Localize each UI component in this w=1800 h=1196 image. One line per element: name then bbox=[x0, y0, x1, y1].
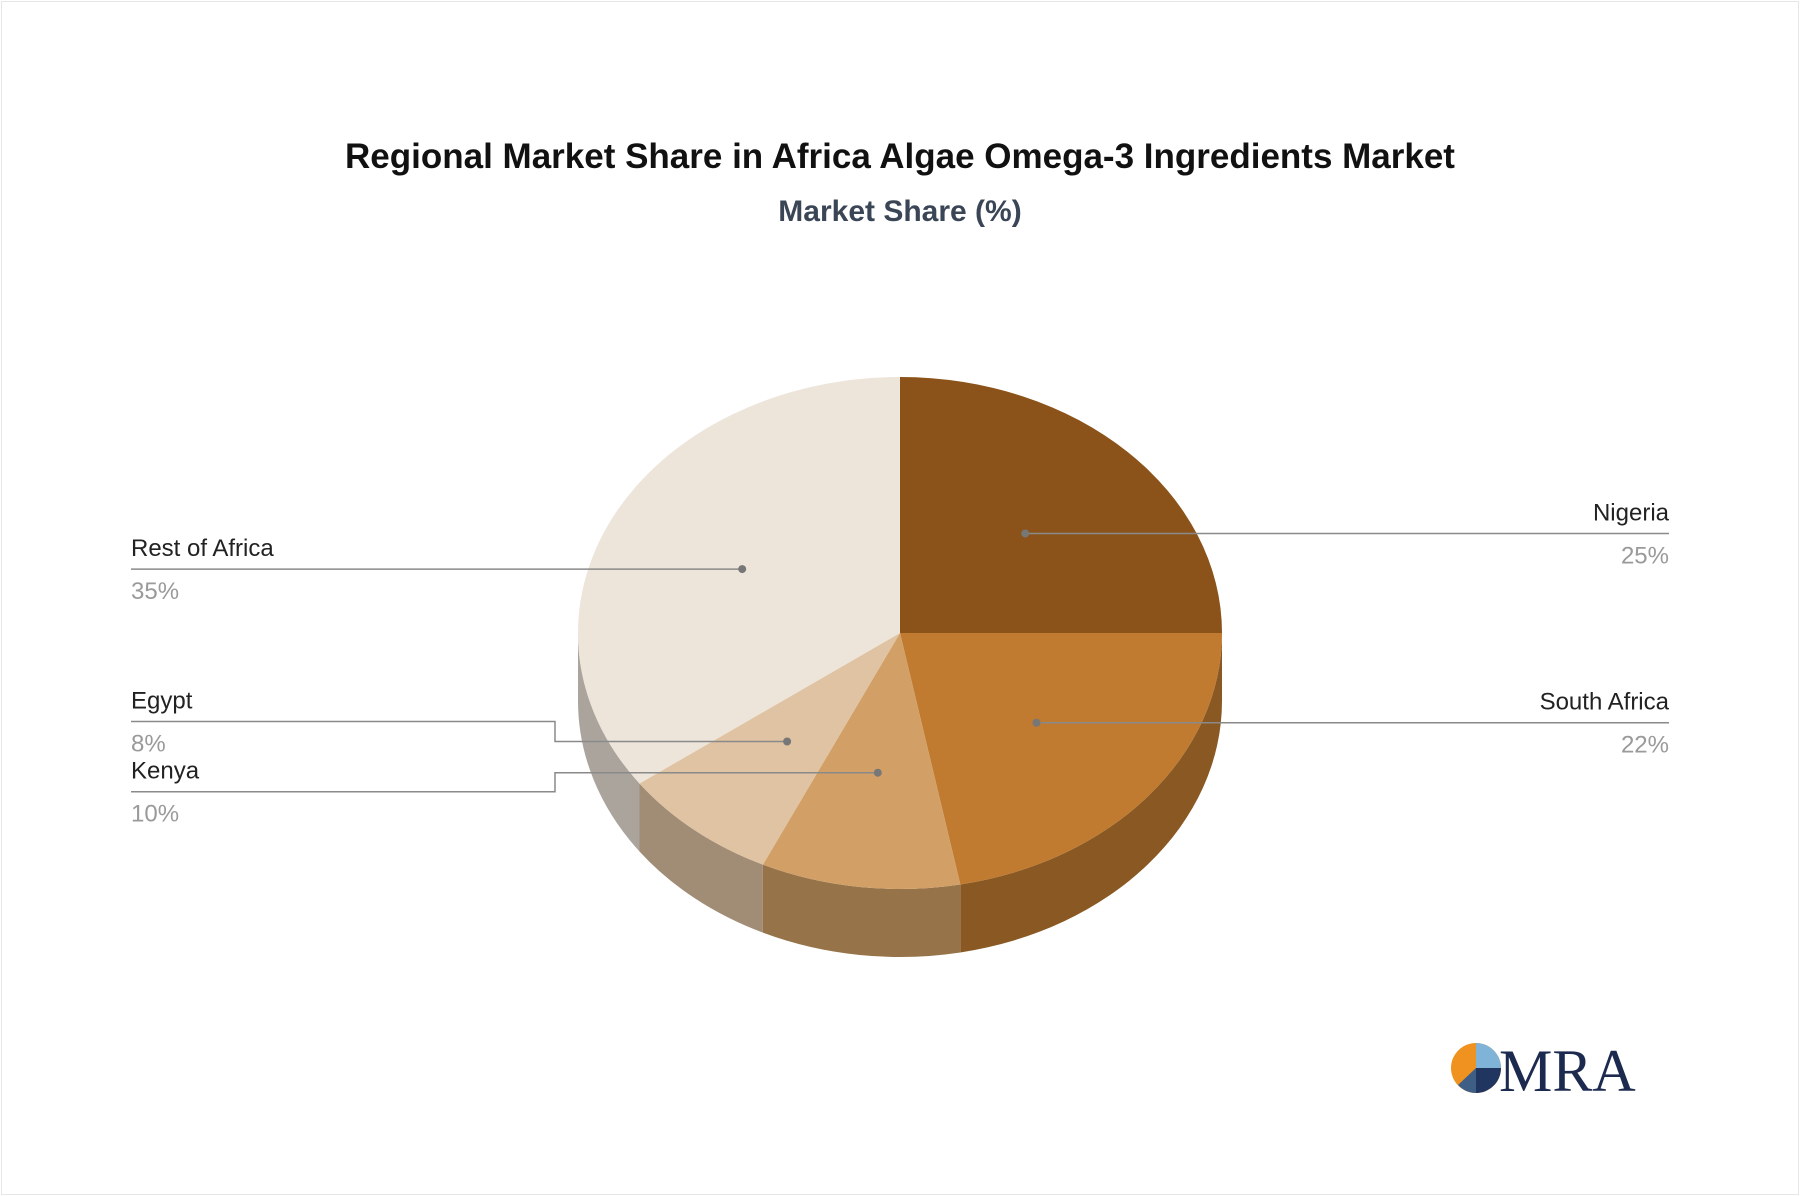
leader-dot bbox=[873, 768, 882, 777]
pie-slice-south-africa[interactable] bbox=[900, 633, 1222, 885]
leader-dot bbox=[783, 737, 792, 746]
chart-subtitle: Market Share (%) bbox=[778, 195, 1021, 228]
slice-label: South Africa bbox=[1540, 689, 1670, 716]
slice-value-label: 8% bbox=[131, 730, 166, 757]
slice-label: Nigeria bbox=[1593, 499, 1670, 526]
pie-slice-kenya[interactable] bbox=[762, 633, 961, 889]
label-group-south-africa: South Africa 22% bbox=[1032, 689, 1670, 759]
label-group-egypt: Egypt 8% bbox=[131, 687, 792, 757]
label-group-kenya: Kenya 10% bbox=[131, 758, 882, 828]
leader-line bbox=[131, 720, 788, 743]
slice-value-label: 10% bbox=[131, 801, 179, 828]
pie-slice-nigeria[interactable] bbox=[900, 377, 1222, 633]
slice-value-label: 35% bbox=[131, 578, 179, 605]
leader-dot bbox=[1021, 529, 1030, 538]
slice-value-label: 22% bbox=[1621, 732, 1669, 759]
slice-value-label: 25% bbox=[1621, 542, 1669, 569]
label-group-nigeria: Nigeria 25% bbox=[1021, 499, 1670, 569]
logo-text: MRA bbox=[1499, 1038, 1636, 1104]
pie-slice-rest-of-africa[interactable] bbox=[578, 377, 900, 784]
pie-labels: Nigeria 25% South Africa 22% Kenya 10% Egypt 8%… bbox=[131, 499, 1670, 828]
logo-mark-icon bbox=[1451, 1043, 1501, 1093]
pie-slice-egypt[interactable] bbox=[639, 633, 900, 865]
mra-logo: MRA bbox=[1451, 1038, 1636, 1104]
leader-line bbox=[131, 771, 878, 793]
slice-label: Egypt bbox=[131, 687, 193, 714]
pie-side-south-africa bbox=[960, 633, 1222, 953]
label-group-rest-of-africa: Rest of Africa 35% bbox=[131, 535, 747, 605]
leader-dot bbox=[1032, 718, 1041, 727]
pie-slices bbox=[578, 377, 1222, 889]
pie-side-kenya bbox=[762, 864, 961, 957]
leader-dot bbox=[738, 565, 747, 574]
slice-label: Kenya bbox=[131, 758, 200, 785]
slice-label: Rest of Africa bbox=[131, 535, 274, 562]
chart-title: Regional Market Share in Africa Algae Om… bbox=[345, 137, 1455, 176]
pie-side-egypt bbox=[639, 783, 763, 933]
